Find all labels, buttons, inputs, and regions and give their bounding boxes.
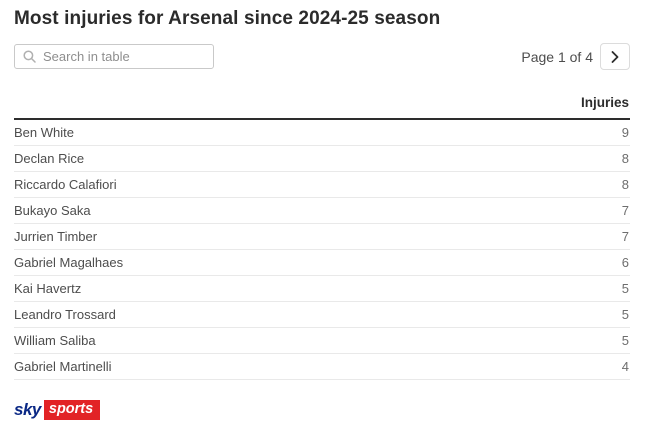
injury-count: 7 [439, 223, 630, 250]
player-name: Jurrien Timber [14, 223, 440, 250]
table-row: Bukayo Saka 7 [14, 197, 630, 224]
sky-logo-text: sky [14, 400, 41, 420]
injury-count: 9 [439, 119, 630, 146]
table-row: Gabriel Magalhaes 6 [14, 249, 630, 276]
table-row: Riccardo Calafiori 8 [14, 171, 630, 198]
player-name: Kai Havertz [14, 275, 440, 302]
injury-count: 7 [439, 197, 630, 224]
player-name: William Saliba [14, 327, 440, 354]
table-row: Gabriel Martinelli 4 [14, 353, 630, 380]
injuries-column-header: Injuries [439, 95, 630, 120]
table-row: Ben White 9 [14, 119, 630, 146]
table-row: Leandro Trossard 5 [14, 301, 630, 328]
injury-count: 4 [439, 353, 630, 380]
player-name: Declan Rice [14, 145, 440, 172]
injury-count: 8 [439, 145, 630, 172]
player-name: Leandro Trossard [14, 301, 440, 328]
next-page-button[interactable] [600, 43, 630, 70]
player-name: Riccardo Calafiori [14, 171, 440, 198]
player-name: Bukayo Saka [14, 197, 440, 224]
page-title: Most injuries for Arsenal since 2024-25 … [14, 8, 441, 29]
injury-count: 5 [439, 327, 630, 354]
search-input[interactable] [43, 49, 205, 64]
injury-count: 5 [439, 301, 630, 328]
table-row: Kai Havertz 5 [14, 275, 630, 302]
table-row: Jurrien Timber 7 [14, 223, 630, 250]
sky-sports-logo: sky sports [14, 400, 101, 420]
sports-logo-text: sports [43, 400, 101, 420]
name-column-header [14, 95, 440, 120]
search-box[interactable] [14, 44, 214, 69]
table-header-row: Injuries [14, 95, 630, 120]
table-row: Declan Rice 8 [14, 145, 630, 172]
injuries-table: Injuries Ben White 9 Declan Rice 8 Ricca… [14, 95, 630, 380]
pagination: Page 1 of 4 [521, 43, 630, 70]
table-row: William Saliba 5 [14, 327, 630, 354]
table-controls: Page 1 of 4 [14, 43, 630, 70]
injury-count: 5 [439, 275, 630, 302]
injury-count: 6 [439, 249, 630, 276]
player-name: Gabriel Magalhaes [14, 249, 440, 276]
player-name: Ben White [14, 119, 440, 146]
pagination-label: Page 1 of 4 [521, 48, 593, 65]
player-name: Gabriel Martinelli [14, 353, 440, 380]
table-body: Ben White 9 Declan Rice 8 Riccardo Calaf… [14, 119, 630, 380]
injury-count: 8 [439, 171, 630, 198]
search-icon [23, 50, 36, 63]
chevron-right-icon [611, 50, 619, 63]
